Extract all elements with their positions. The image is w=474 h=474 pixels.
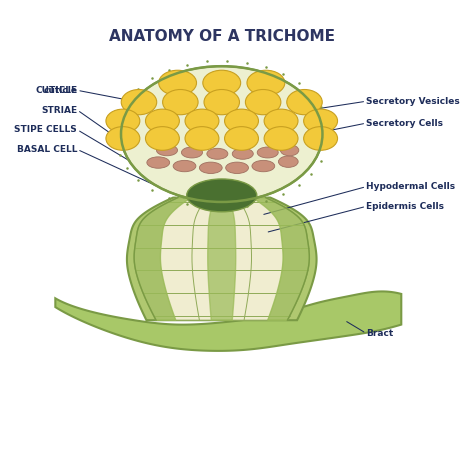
Text: BASAL CELL: BASAL CELL: [17, 145, 77, 154]
Ellipse shape: [246, 90, 281, 115]
Ellipse shape: [146, 109, 179, 133]
Ellipse shape: [281, 145, 299, 156]
Polygon shape: [208, 198, 236, 320]
Polygon shape: [222, 159, 278, 191]
Text: Secretory Vesicles: Secretory Vesicles: [366, 97, 460, 106]
Ellipse shape: [207, 148, 228, 159]
Ellipse shape: [257, 147, 278, 158]
Ellipse shape: [187, 179, 257, 212]
Polygon shape: [55, 292, 401, 351]
Ellipse shape: [200, 162, 222, 173]
Ellipse shape: [204, 90, 239, 115]
Ellipse shape: [252, 160, 275, 172]
Ellipse shape: [185, 127, 219, 150]
Polygon shape: [193, 134, 222, 191]
Ellipse shape: [182, 147, 202, 158]
Polygon shape: [222, 148, 272, 191]
Text: Hypodermal Cells: Hypodermal Cells: [366, 182, 456, 191]
Ellipse shape: [163, 90, 198, 115]
Ellipse shape: [121, 90, 157, 115]
Text: CUTICLE: CUTICLE: [35, 86, 77, 95]
Text: STIPE CELLS: STIPE CELLS: [15, 125, 77, 134]
Polygon shape: [165, 159, 222, 191]
Ellipse shape: [304, 127, 337, 150]
Polygon shape: [134, 198, 310, 320]
Ellipse shape: [146, 127, 179, 150]
Ellipse shape: [287, 90, 322, 115]
Ellipse shape: [173, 160, 196, 172]
Ellipse shape: [106, 127, 140, 150]
Polygon shape: [134, 198, 191, 320]
Ellipse shape: [304, 109, 337, 133]
Polygon shape: [127, 198, 317, 320]
Ellipse shape: [232, 148, 253, 159]
Ellipse shape: [225, 109, 258, 133]
Ellipse shape: [264, 109, 298, 133]
Polygon shape: [181, 139, 222, 191]
Polygon shape: [222, 134, 250, 191]
Ellipse shape: [264, 127, 298, 150]
Ellipse shape: [106, 109, 140, 133]
Polygon shape: [172, 148, 222, 191]
Ellipse shape: [185, 109, 219, 133]
Ellipse shape: [226, 162, 248, 173]
Polygon shape: [207, 132, 222, 191]
Text: Epidermis Cells: Epidermis Cells: [366, 202, 444, 211]
Ellipse shape: [159, 70, 197, 95]
Text: cuticle: cuticle: [43, 86, 77, 95]
Ellipse shape: [121, 66, 322, 202]
Text: ANATOMY OF A TRICHOME: ANATOMY OF A TRICHOME: [109, 29, 335, 44]
Text: Bract: Bract: [366, 329, 393, 338]
Ellipse shape: [147, 157, 170, 168]
Ellipse shape: [247, 70, 285, 95]
Text: STRIAE: STRIAE: [41, 106, 77, 115]
Ellipse shape: [225, 127, 258, 150]
Polygon shape: [252, 198, 310, 320]
Ellipse shape: [278, 156, 298, 167]
Polygon shape: [222, 132, 237, 191]
Text: Secretory Cells: Secretory Cells: [366, 118, 443, 128]
Ellipse shape: [156, 145, 177, 156]
Ellipse shape: [203, 70, 241, 95]
Polygon shape: [222, 139, 262, 191]
